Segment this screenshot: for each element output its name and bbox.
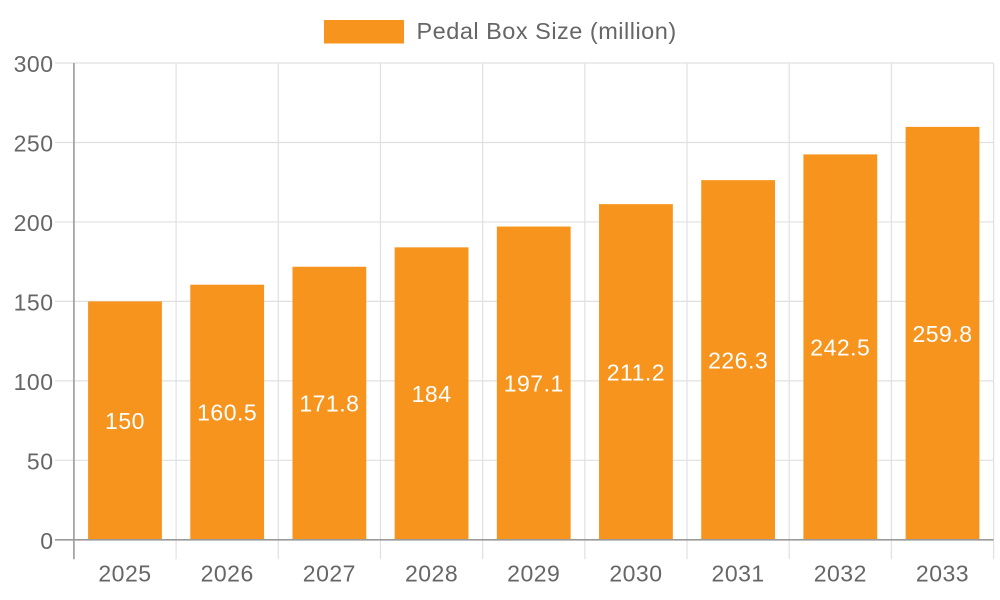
svg-text:259.8: 259.8 — [912, 321, 972, 347]
svg-text:0: 0 — [40, 528, 53, 554]
svg-text:2031: 2031 — [712, 561, 765, 587]
svg-text:171.8: 171.8 — [299, 391, 359, 417]
svg-text:197.1: 197.1 — [504, 371, 564, 397]
svg-text:250: 250 — [14, 130, 54, 156]
svg-text:160.5: 160.5 — [197, 400, 257, 426]
svg-text:226.3: 226.3 — [708, 347, 768, 373]
svg-text:2029: 2029 — [507, 561, 560, 587]
svg-text:2027: 2027 — [303, 561, 356, 587]
svg-text:2028: 2028 — [405, 561, 458, 587]
svg-text:150: 150 — [14, 289, 54, 315]
svg-text:2033: 2033 — [916, 561, 969, 587]
svg-text:2026: 2026 — [201, 561, 254, 587]
svg-text:Pedal Box Size (million): Pedal Box Size (million) — [417, 18, 677, 44]
svg-text:200: 200 — [14, 210, 54, 236]
svg-text:2030: 2030 — [609, 561, 662, 587]
svg-text:242.5: 242.5 — [810, 334, 870, 360]
svg-text:211.2: 211.2 — [607, 359, 665, 385]
svg-text:50: 50 — [27, 448, 54, 474]
svg-text:300: 300 — [14, 51, 54, 77]
svg-text:184: 184 — [412, 381, 452, 407]
svg-text:150: 150 — [105, 408, 145, 434]
svg-text:100: 100 — [14, 369, 54, 395]
svg-text:2032: 2032 — [814, 561, 867, 587]
svg-text:2025: 2025 — [98, 561, 151, 587]
